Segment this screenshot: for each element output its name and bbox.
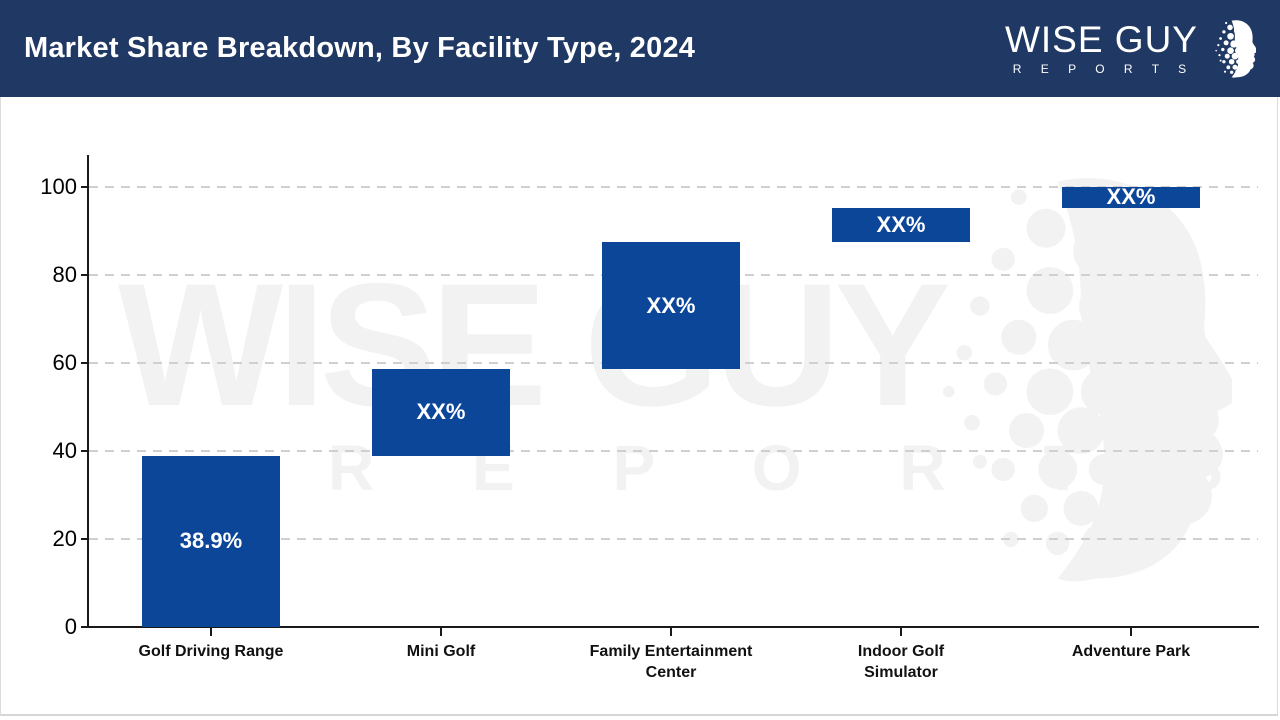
x-tick [900,628,902,636]
bar: XX% [372,369,510,456]
x-tick [210,628,212,636]
bar: XX% [1062,184,1200,210]
gridline [89,186,1258,188]
y-tick-label: 60 [52,350,77,375]
y-tick-label: 20 [52,526,77,551]
page-title: Market Share Breakdown, By Facility Type… [24,32,696,64]
bar-value-label: 38.9% [179,528,243,554]
y-tick-label: 100 [40,174,77,199]
y-tick [81,626,89,628]
y-tick [81,274,89,276]
y-tick [81,538,89,540]
logo-wordmark: WISE GUY R E P O R T S [1005,21,1198,76]
y-tick-label: 80 [52,262,77,287]
x-axis-label: Family Entertainment Center [589,643,753,681]
bar-value-label: XX% [1106,184,1156,210]
x-tick [440,628,442,636]
brand-logo: WISE GUY R E P O R T S [1005,10,1256,88]
y-tick [81,450,89,452]
logo-face-icon [1215,19,1256,78]
x-axis-label: Mini Golf [406,643,476,660]
x-tick [1130,628,1132,636]
bar: XX% [832,207,970,242]
x-axis-label: Golf Driving Range [138,643,284,660]
x-axis-label: Adventure Park [1071,643,1191,660]
bar-value-label: XX% [416,399,466,425]
x-axis-label: Indoor Golf Simulator [857,643,945,681]
logo-sub: R E P O R T S [1012,62,1195,76]
bar-value-label: XX% [876,211,926,237]
gridline [89,538,1258,540]
y-tick-label: 0 [64,614,77,639]
x-axis-line [87,626,1259,628]
logo-name: WISE GUY [1004,19,1198,60]
y-tick-label: 40 [52,438,77,463]
bar-value-label: XX% [646,292,696,318]
header: Market Share Breakdown, By Facility Type… [0,0,1280,97]
y-tick [81,362,89,364]
bar: XX% [602,242,740,370]
y-axis-line [87,155,89,628]
bar: 38.9% [142,455,280,627]
y-tick [81,186,89,188]
gridline [89,450,1258,452]
x-tick [670,628,672,636]
